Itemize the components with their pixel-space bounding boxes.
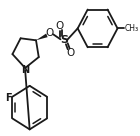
Text: O: O <box>66 48 75 58</box>
Text: O: O <box>55 21 64 31</box>
Text: O: O <box>46 28 54 38</box>
Text: N: N <box>21 65 29 75</box>
Text: F: F <box>5 93 11 103</box>
Text: CH₃: CH₃ <box>125 24 139 33</box>
Text: S: S <box>60 35 68 45</box>
Polygon shape <box>36 33 48 40</box>
